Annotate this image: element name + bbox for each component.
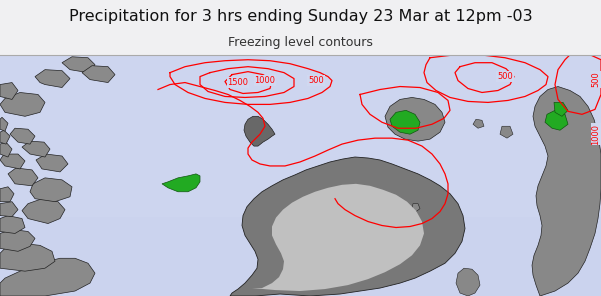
Polygon shape xyxy=(62,57,95,73)
Polygon shape xyxy=(8,168,38,186)
Polygon shape xyxy=(0,154,25,169)
Polygon shape xyxy=(0,202,18,217)
Text: 1500: 1500 xyxy=(228,78,248,87)
Polygon shape xyxy=(456,268,480,296)
Polygon shape xyxy=(35,70,70,88)
Polygon shape xyxy=(10,128,35,144)
Polygon shape xyxy=(385,97,445,141)
Polygon shape xyxy=(0,142,12,157)
Polygon shape xyxy=(36,154,68,172)
Polygon shape xyxy=(22,199,65,223)
Polygon shape xyxy=(252,184,424,291)
Polygon shape xyxy=(545,110,568,130)
Polygon shape xyxy=(500,126,513,138)
Polygon shape xyxy=(30,178,72,202)
Polygon shape xyxy=(473,119,484,128)
Text: 1000: 1000 xyxy=(591,124,600,145)
Polygon shape xyxy=(0,215,25,234)
Polygon shape xyxy=(532,86,601,296)
Polygon shape xyxy=(0,243,55,271)
Polygon shape xyxy=(244,116,275,146)
Polygon shape xyxy=(230,157,465,296)
Polygon shape xyxy=(0,229,35,251)
Polygon shape xyxy=(0,117,8,131)
Polygon shape xyxy=(412,204,420,212)
Polygon shape xyxy=(0,83,18,99)
Polygon shape xyxy=(22,141,50,157)
Polygon shape xyxy=(0,92,45,116)
Polygon shape xyxy=(0,130,10,144)
Polygon shape xyxy=(0,217,601,296)
Polygon shape xyxy=(554,102,568,116)
Polygon shape xyxy=(162,174,200,192)
Text: Freezing level contours: Freezing level contours xyxy=(228,36,373,49)
Polygon shape xyxy=(82,66,115,83)
Polygon shape xyxy=(0,187,14,202)
Text: 500: 500 xyxy=(308,76,324,85)
Polygon shape xyxy=(0,258,95,296)
Polygon shape xyxy=(390,110,420,134)
Text: 500: 500 xyxy=(497,72,513,81)
Polygon shape xyxy=(0,55,601,296)
Text: 1000: 1000 xyxy=(254,76,275,85)
Text: Precipitation for 3 hrs ending Sunday 23 Mar at 12pm -03: Precipitation for 3 hrs ending Sunday 23… xyxy=(69,9,532,24)
Text: 500: 500 xyxy=(591,72,600,87)
